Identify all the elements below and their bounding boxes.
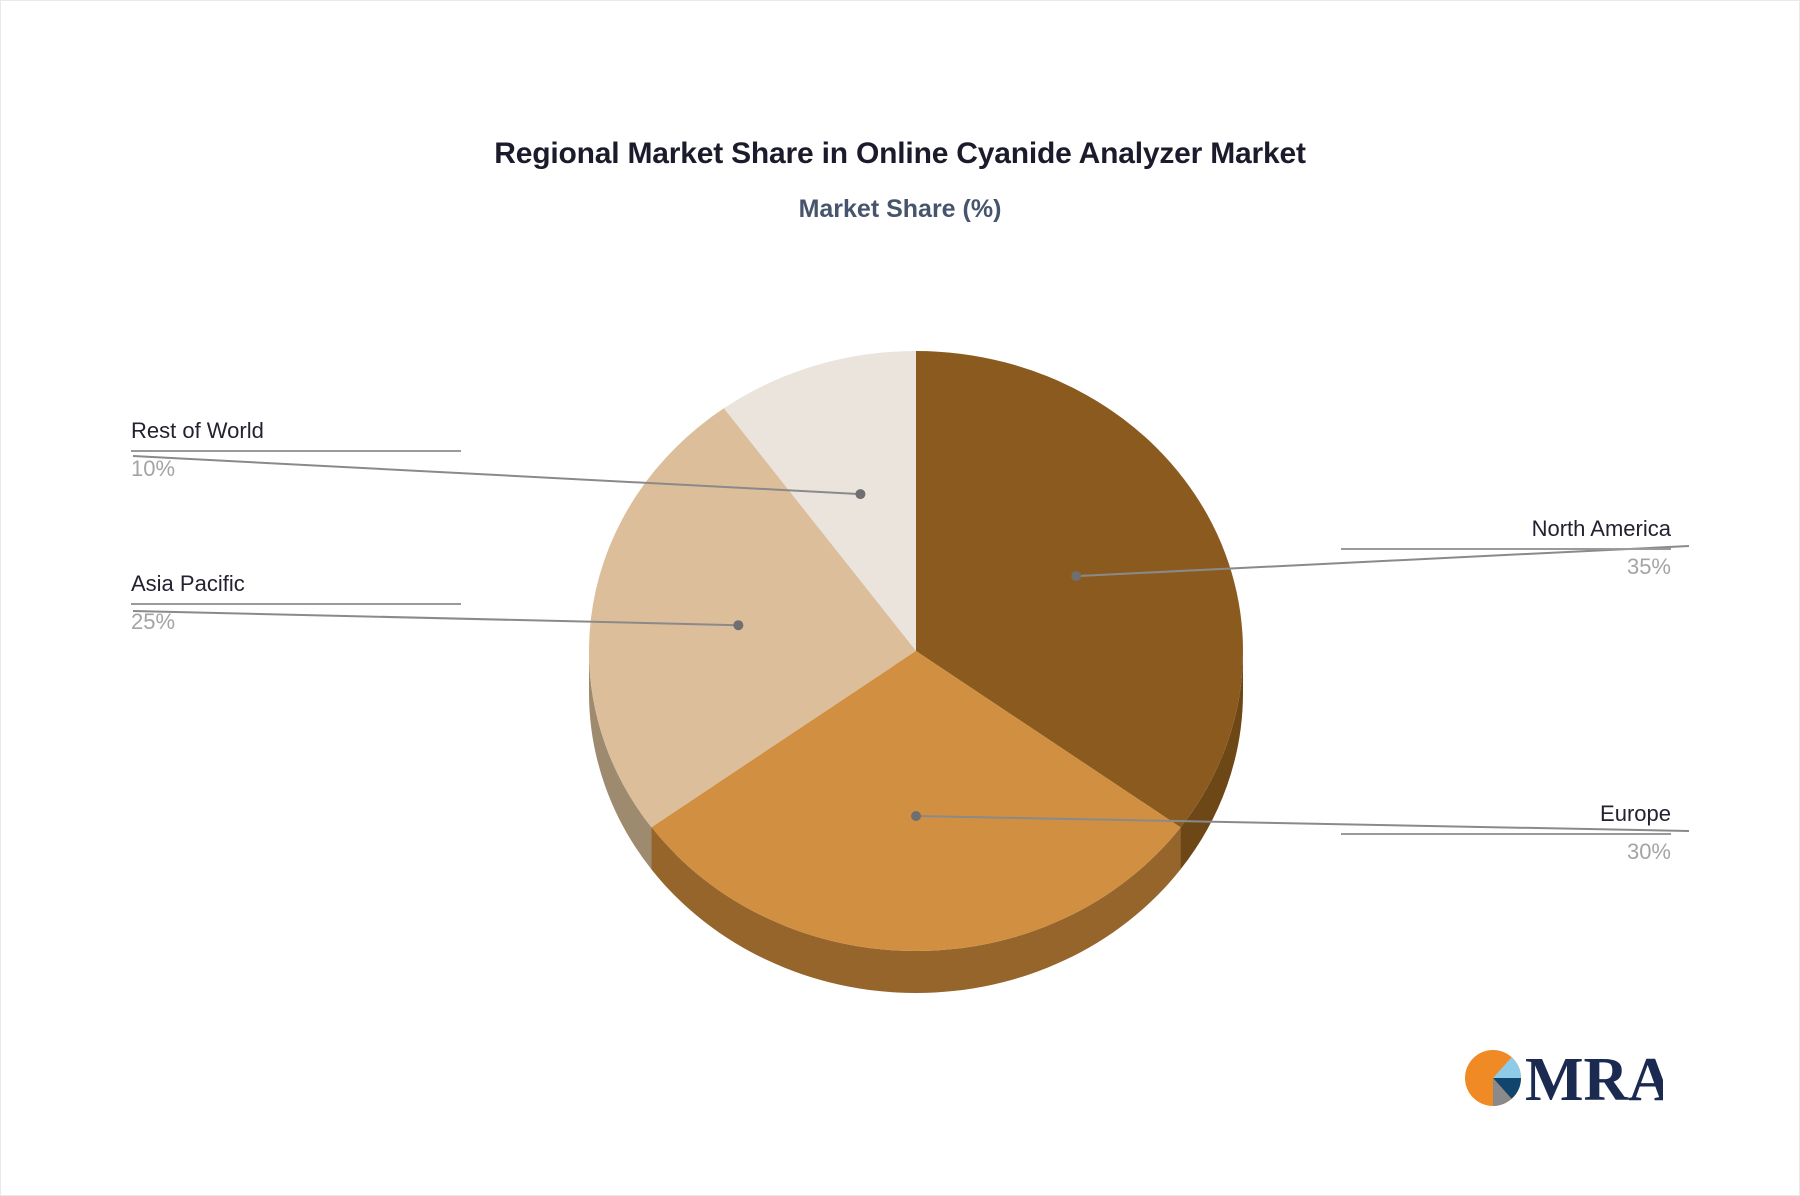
callout-label-rest-of-world: Rest of World <box>131 418 264 443</box>
mra-logo: MRA <box>1465 1046 1663 1114</box>
callout-label-europe: Europe <box>1600 801 1671 826</box>
callout-value-europe: 30% <box>1626 839 1671 864</box>
leader-line-rest-of-world <box>132 455 861 496</box>
chart-subtitle: Market Share (%) <box>798 195 1002 223</box>
pie-top-faces <box>589 351 1244 951</box>
page-title: Regional Market Share in Online Cyanide … <box>494 137 1306 170</box>
mra-logo-text: MRA <box>1525 1046 1663 1114</box>
callout-value-asia-pacific: 25% <box>131 609 176 634</box>
pie-leader-lines <box>132 455 1690 832</box>
pie-slice-rest-of-world <box>723 351 916 651</box>
pie-side-north-america <box>1180 651 1243 870</box>
pie-side-europe <box>651 827 1181 993</box>
callout-value-north-america: 35% <box>1626 554 1671 579</box>
callout-rest-of-world: Rest of World 10% <box>131 416 461 484</box>
leader-dot-rest-of-world <box>855 489 866 500</box>
callout-label-asia-pacific: Asia Pacific <box>131 571 245 596</box>
callout-rule <box>131 603 461 605</box>
leader-dot-north-america <box>1071 571 1082 582</box>
callout-asia-pacific: Asia Pacific 25% <box>131 569 461 637</box>
leader-line-north-america <box>1076 545 1690 578</box>
callout-rule <box>131 450 461 452</box>
pie-side-asia-pacific <box>589 651 652 870</box>
callout-europe: Europe 30% <box>1341 799 1671 867</box>
leader-line-europe <box>915 815 1690 832</box>
leader-dot-asia-pacific <box>733 620 744 631</box>
pie-slice-north-america <box>916 351 1244 828</box>
callout-rule <box>1341 833 1671 835</box>
pie-slice-asia-pacific <box>589 408 916 828</box>
callout-rule <box>1341 548 1671 550</box>
leader-dot-europe <box>911 811 921 821</box>
pie-slice-europe <box>651 651 1181 951</box>
callout-north-america: North America 35% <box>1341 514 1671 582</box>
callout-value-rest-of-world: 10% <box>131 456 176 481</box>
leader-line-asia-pacific <box>132 610 739 627</box>
mra-pie-mark-icon <box>1465 1050 1521 1106</box>
callout-label-north-america: North America <box>1531 516 1671 541</box>
